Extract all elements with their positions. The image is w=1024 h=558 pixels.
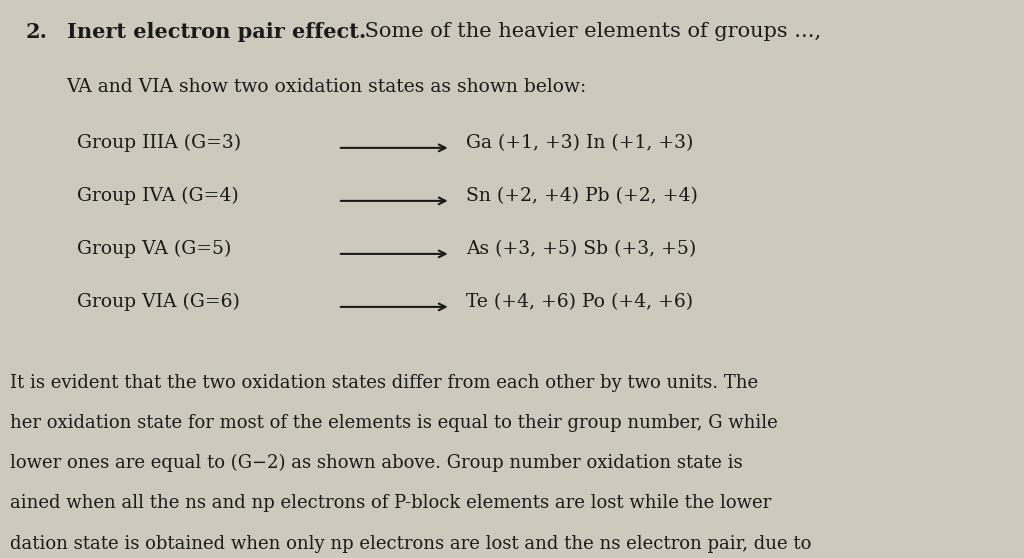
Text: Group IIIA (G=3): Group IIIA (G=3) [77, 134, 241, 152]
Text: It is evident that the two oxidation states differ from each other by two units.: It is evident that the two oxidation sta… [10, 374, 759, 392]
Text: 2.: 2. [26, 22, 47, 42]
Text: Inert electron pair effect.: Inert electron pair effect. [67, 22, 366, 42]
Text: Ga (+1, +3) In (+1, +3): Ga (+1, +3) In (+1, +3) [466, 134, 693, 152]
Text: lower ones are equal to (G−2) as shown above. Group number oxidation state is: lower ones are equal to (G−2) as shown a… [10, 454, 742, 473]
Text: dation state is obtained when only np electrons are lost and the ns electron pai: dation state is obtained when only np el… [10, 535, 812, 552]
Text: As (+3, +5) Sb (+3, +5): As (+3, +5) Sb (+3, +5) [466, 240, 696, 258]
Text: VA and VIA show two oxidation states as shown below:: VA and VIA show two oxidation states as … [67, 78, 587, 96]
Text: ained when all the ns and np electrons of P-block elements are lost while the lo: ained when all the ns and np electrons o… [10, 494, 771, 512]
Text: Group IVA (G=4): Group IVA (G=4) [77, 187, 239, 205]
Text: Sn (+2, +4) Pb (+2, +4): Sn (+2, +4) Pb (+2, +4) [466, 187, 697, 205]
Text: her oxidation state for most of the elements is equal to their group number, G w: her oxidation state for most of the elem… [10, 414, 778, 432]
Text: Group VIA (G=6): Group VIA (G=6) [77, 293, 240, 311]
Text: Group VA (G=5): Group VA (G=5) [77, 240, 231, 258]
Text: Te (+4, +6) Po (+4, +6): Te (+4, +6) Po (+4, +6) [466, 293, 693, 311]
Text: Some of the heavier elements of groups ...,: Some of the heavier elements of groups .… [358, 22, 821, 41]
